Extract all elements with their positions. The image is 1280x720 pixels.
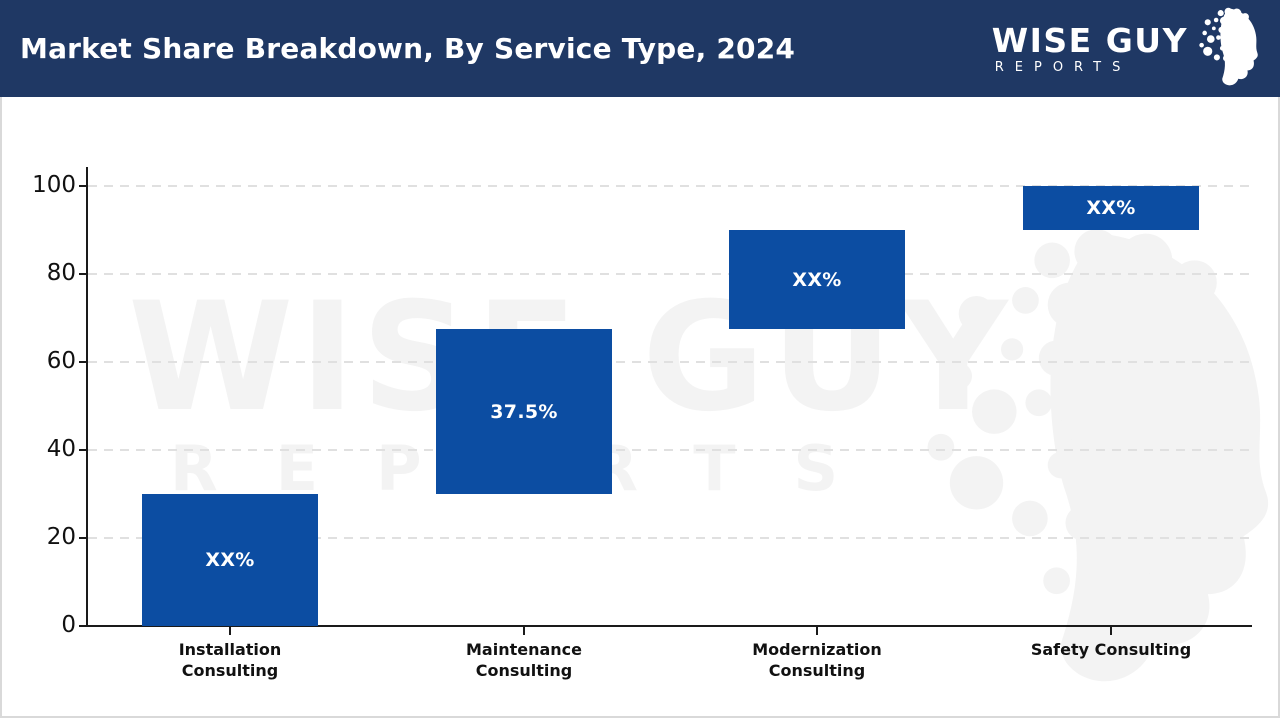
y-tick-label: 80 [46, 260, 76, 286]
y-tick-mark [79, 537, 88, 539]
gridline-40 [88, 449, 1252, 451]
x-category-label: Safety Consulting [1030, 640, 1192, 659]
gridline-100 [88, 185, 1252, 187]
waterfall-bar: XX% [142, 494, 318, 626]
y-tick-mark [79, 449, 88, 451]
chart-title: Market Share Breakdown, By Service Type,… [20, 32, 796, 65]
y-tick-mark [79, 625, 88, 627]
x-axis [86, 625, 1252, 627]
y-tick-label: 0 [61, 612, 76, 638]
y-tick-label: 60 [46, 348, 76, 374]
y-tick-mark [79, 185, 88, 187]
logo-face-icon [1199, 7, 1258, 85]
x-tick-mark [816, 627, 818, 635]
x-tick-mark [523, 627, 525, 635]
gridline-80 [88, 273, 1252, 275]
x-tick-mark [229, 627, 231, 635]
x-tick-mark [1110, 627, 1112, 635]
waterfall-bar: 37.5% [436, 329, 612, 494]
gridline-60 [88, 361, 1252, 363]
header-bar: Market Share Breakdown, By Service Type,… [0, 0, 1280, 97]
y-tick-label: 100 [32, 172, 76, 198]
bar-value-label: 37.5% [490, 400, 558, 423]
y-axis [86, 167, 88, 627]
gridline-20 [88, 537, 1252, 539]
wise-guy-reports-logo: WISE GUY REPORTS [992, 7, 1262, 91]
x-category-label: Maintenance Consulting [465, 640, 582, 681]
x-category-label: Modernization Consulting [752, 640, 882, 681]
bar-value-label: XX% [1086, 197, 1136, 219]
x-category-label: Installation Consulting [178, 640, 282, 681]
y-tick-label: 40 [46, 436, 76, 462]
waterfall-bar: XX% [1023, 186, 1199, 230]
bar-value-label: XX% [792, 268, 842, 291]
waterfall-bar: XX% [729, 230, 905, 329]
y-tick-mark [79, 361, 88, 363]
logo-sub-text: REPORTS [994, 59, 1132, 75]
bar-value-label: XX% [205, 549, 255, 571]
logo-brand-text: WISE GUY [991, 20, 1188, 60]
y-tick-label: 20 [46, 524, 76, 550]
y-tick-mark [79, 273, 88, 275]
